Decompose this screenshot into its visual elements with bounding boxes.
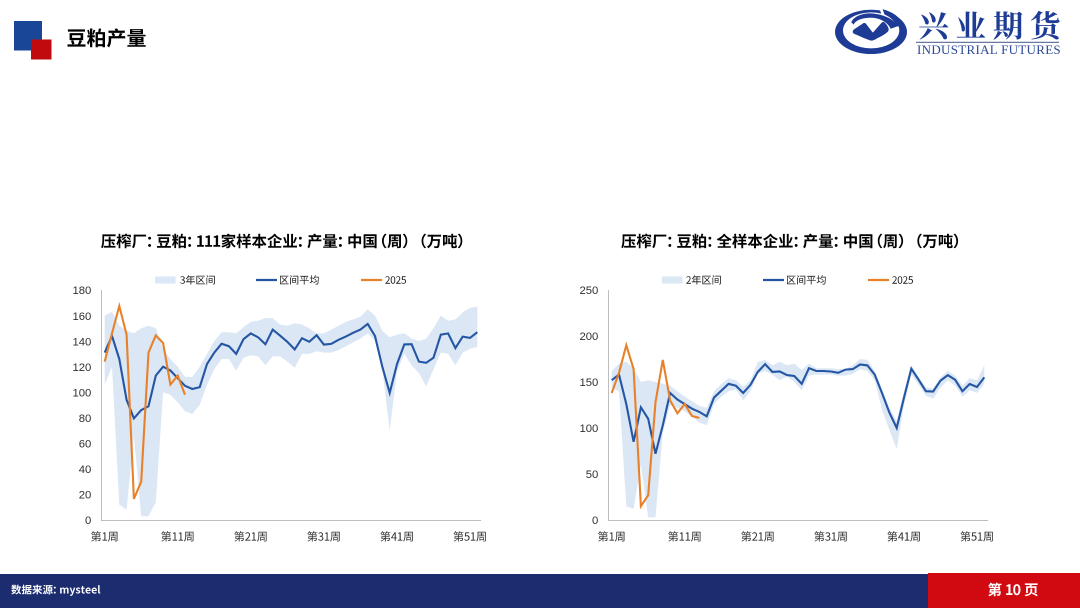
- svg-text:0: 0: [85, 515, 91, 527]
- svg-text:40: 40: [79, 464, 92, 476]
- svg-text:INDUSTRIAL FUTURES: INDUSTRIAL FUTURES: [917, 42, 1061, 57]
- svg-text:100: 100: [72, 387, 91, 399]
- svg-text:100: 100: [579, 423, 598, 435]
- svg-text:120: 120: [72, 362, 91, 374]
- svg-text:0: 0: [592, 515, 598, 527]
- svg-text:60: 60: [79, 439, 92, 451]
- svg-text:50: 50: [586, 469, 599, 481]
- svg-text:140: 140: [72, 336, 91, 348]
- svg-text:150: 150: [579, 377, 598, 389]
- svg-text:80: 80: [79, 413, 92, 425]
- svg-text:180: 180: [72, 285, 91, 297]
- svg-text:160: 160: [72, 311, 91, 323]
- svg-text:250: 250: [579, 285, 598, 297]
- svg-text:20: 20: [79, 490, 92, 502]
- svg-text:200: 200: [579, 331, 598, 343]
